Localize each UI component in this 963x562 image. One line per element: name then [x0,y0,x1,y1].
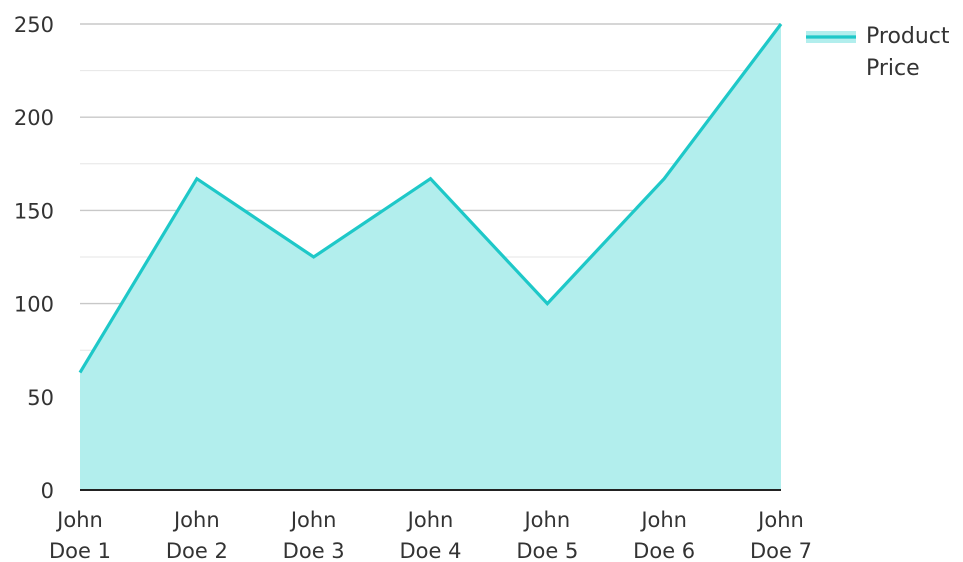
y-tick-label: 150 [14,199,54,223]
x-tick-label-line: John [172,508,220,532]
x-tick-label-line: John [55,508,103,532]
x-tick-label: John Doe 5 [516,508,578,562]
y-tick-label: 100 [14,293,54,317]
x-tick-label-line: Doe 6 [633,539,695,562]
series-area-fill [80,24,781,490]
legend-label-line: Price [866,56,920,81]
x-tick-label-line: John [522,508,570,532]
x-tick-label-line: John [639,508,687,532]
x-tick-label: John Doe 4 [400,508,462,562]
x-tick-label: John Doe 2 [166,508,228,562]
x-tick-label-line: Doe 7 [750,539,812,562]
x-tick-label: John Doe 6 [633,508,695,562]
y-axis-ticks: 0 50 100 150 200 250 [14,13,54,503]
legend: Product Price [806,24,950,81]
x-tick-label: John Doe 1 [49,508,111,562]
y-tick-label: 50 [27,386,54,410]
x-tick-label-line: Doe 2 [166,539,228,562]
y-tick-label: 200 [14,106,54,130]
legend-label-line: Product [866,24,950,49]
x-tick-label-line: John [756,508,804,532]
y-tick-label: 250 [14,13,54,37]
x-tick-label: John Doe 3 [283,508,345,562]
y-tick-label: 0 [41,479,54,503]
x-tick-label-line: Doe 1 [49,539,111,562]
x-tick-label-line: John [406,508,454,532]
x-tick-label-line: Doe 5 [516,539,578,562]
x-tick-label-line: John [289,508,337,532]
x-tick-label: John Doe 7 [750,508,812,562]
x-tick-label-line: Doe 4 [400,539,462,562]
x-tick-label-line: Doe 3 [283,539,345,562]
plot-area [78,23,783,490]
legend-label: Product Price [866,24,950,81]
